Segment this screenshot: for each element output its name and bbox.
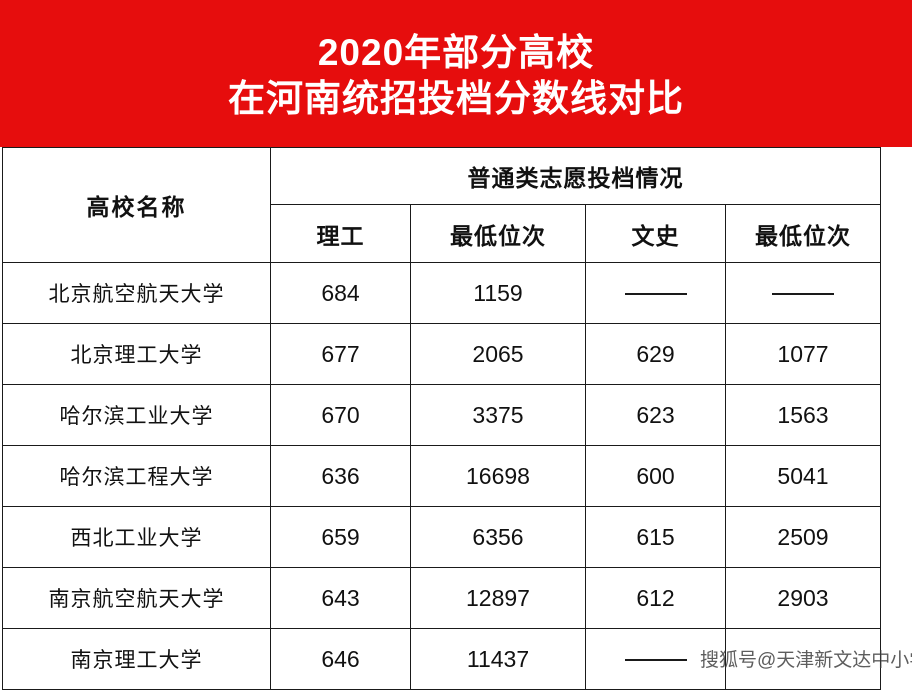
table-row: 哈尔滨工程大学 636 16698 600 5041 bbox=[2, 445, 881, 507]
cell-science-score: 677 bbox=[270, 323, 411, 385]
cell-arts-score bbox=[585, 262, 726, 324]
table-row: 北京理工大学 677 2065 629 1077 bbox=[2, 323, 881, 385]
cell-science-score: 659 bbox=[270, 506, 411, 568]
header-school-name: 高校名称 bbox=[2, 147, 271, 263]
cell-science-rank: 6356 bbox=[410, 506, 586, 568]
table-row: 西北工业大学 659 6356 615 2509 bbox=[2, 506, 881, 568]
cell-arts-score: 623 bbox=[585, 384, 726, 446]
cell-science-score: 646 bbox=[270, 628, 411, 690]
cell-science-rank: 3375 bbox=[410, 384, 586, 446]
cell-science-rank: 12897 bbox=[410, 567, 586, 629]
score-table-container: 高校名称 普通类志愿投档情况 理工 最低位次 文史 最低位次 北京航空航天大学 … bbox=[2, 147, 881, 690]
cell-arts-rank bbox=[725, 262, 881, 324]
cell-science-score: 636 bbox=[270, 445, 411, 507]
cell-school: 南京航空航天大学 bbox=[2, 567, 271, 629]
cell-science-rank: 1159 bbox=[410, 262, 586, 324]
cell-science-rank: 2065 bbox=[410, 323, 586, 385]
cell-arts-rank bbox=[725, 628, 881, 690]
cell-school: 北京理工大学 bbox=[2, 323, 271, 385]
cell-arts-rank: 2509 bbox=[725, 506, 881, 568]
cell-arts-rank: 2903 bbox=[725, 567, 881, 629]
cell-science-score: 684 bbox=[270, 262, 411, 324]
cell-arts-rank: 1563 bbox=[725, 384, 881, 446]
cell-science-score: 643 bbox=[270, 567, 411, 629]
header-science-score: 理工 bbox=[270, 204, 411, 263]
header-group-label: 普通类志愿投档情况 bbox=[270, 147, 881, 205]
cell-school: 哈尔滨工业大学 bbox=[2, 384, 271, 446]
cell-arts-score: 600 bbox=[585, 445, 726, 507]
header-arts-rank: 最低位次 bbox=[725, 204, 881, 263]
table-row: 北京航空航天大学 684 1159 bbox=[2, 262, 881, 324]
title-banner: 2020年部分高校 在河南统招投档分数线对比 bbox=[0, 0, 912, 147]
cell-arts-score: 629 bbox=[585, 323, 726, 385]
cell-arts-score: 612 bbox=[585, 567, 726, 629]
cell-arts-score bbox=[585, 628, 726, 690]
cell-school: 南京理工大学 bbox=[2, 628, 271, 690]
title-line-2: 在河南统招投档分数线对比 bbox=[228, 77, 684, 119]
cell-school: 哈尔滨工程大学 bbox=[2, 445, 271, 507]
em-dash-icon bbox=[624, 293, 687, 296]
header-arts-score: 文史 bbox=[585, 204, 726, 263]
cell-school: 西北工业大学 bbox=[2, 506, 271, 568]
title-line-1: 2020年部分高校 bbox=[317, 32, 595, 74]
em-dash-icon bbox=[624, 659, 687, 662]
cell-arts-rank: 1077 bbox=[725, 323, 881, 385]
table-header-row-group: 高校名称 普通类志愿投档情况 bbox=[2, 147, 881, 263]
table-row: 南京理工大学 646 11437 bbox=[2, 628, 881, 690]
cell-science-score: 670 bbox=[270, 384, 411, 446]
cell-arts-rank: 5041 bbox=[725, 445, 881, 507]
cell-arts-score: 615 bbox=[585, 506, 726, 568]
score-table: 高校名称 普通类志愿投档情况 理工 最低位次 文史 最低位次 北京航空航天大学 … bbox=[2, 147, 881, 690]
cell-science-rank: 16698 bbox=[410, 445, 586, 507]
header-science-rank: 最低位次 bbox=[410, 204, 586, 263]
em-dash-icon bbox=[772, 293, 834, 296]
table-header-row-sub: 理工 最低位次 文史 最低位次 bbox=[3, 204, 881, 263]
cell-school: 北京航空航天大学 bbox=[2, 262, 271, 324]
table-row: 哈尔滨工业大学 670 3375 623 1563 bbox=[2, 384, 881, 446]
table-row: 南京航空航天大学 643 12897 612 2903 bbox=[2, 567, 881, 629]
cell-science-rank: 11437 bbox=[410, 628, 586, 690]
